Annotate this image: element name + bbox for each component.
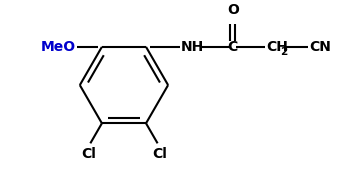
Text: C: C xyxy=(228,40,238,54)
Text: Cl: Cl xyxy=(152,147,167,161)
Text: NH: NH xyxy=(181,40,204,54)
Text: 2: 2 xyxy=(281,47,288,57)
Text: O: O xyxy=(227,3,239,17)
Text: Cl: Cl xyxy=(81,147,96,161)
Text: CH: CH xyxy=(267,40,288,54)
Text: CN: CN xyxy=(309,40,331,54)
Text: MeO: MeO xyxy=(41,40,76,54)
